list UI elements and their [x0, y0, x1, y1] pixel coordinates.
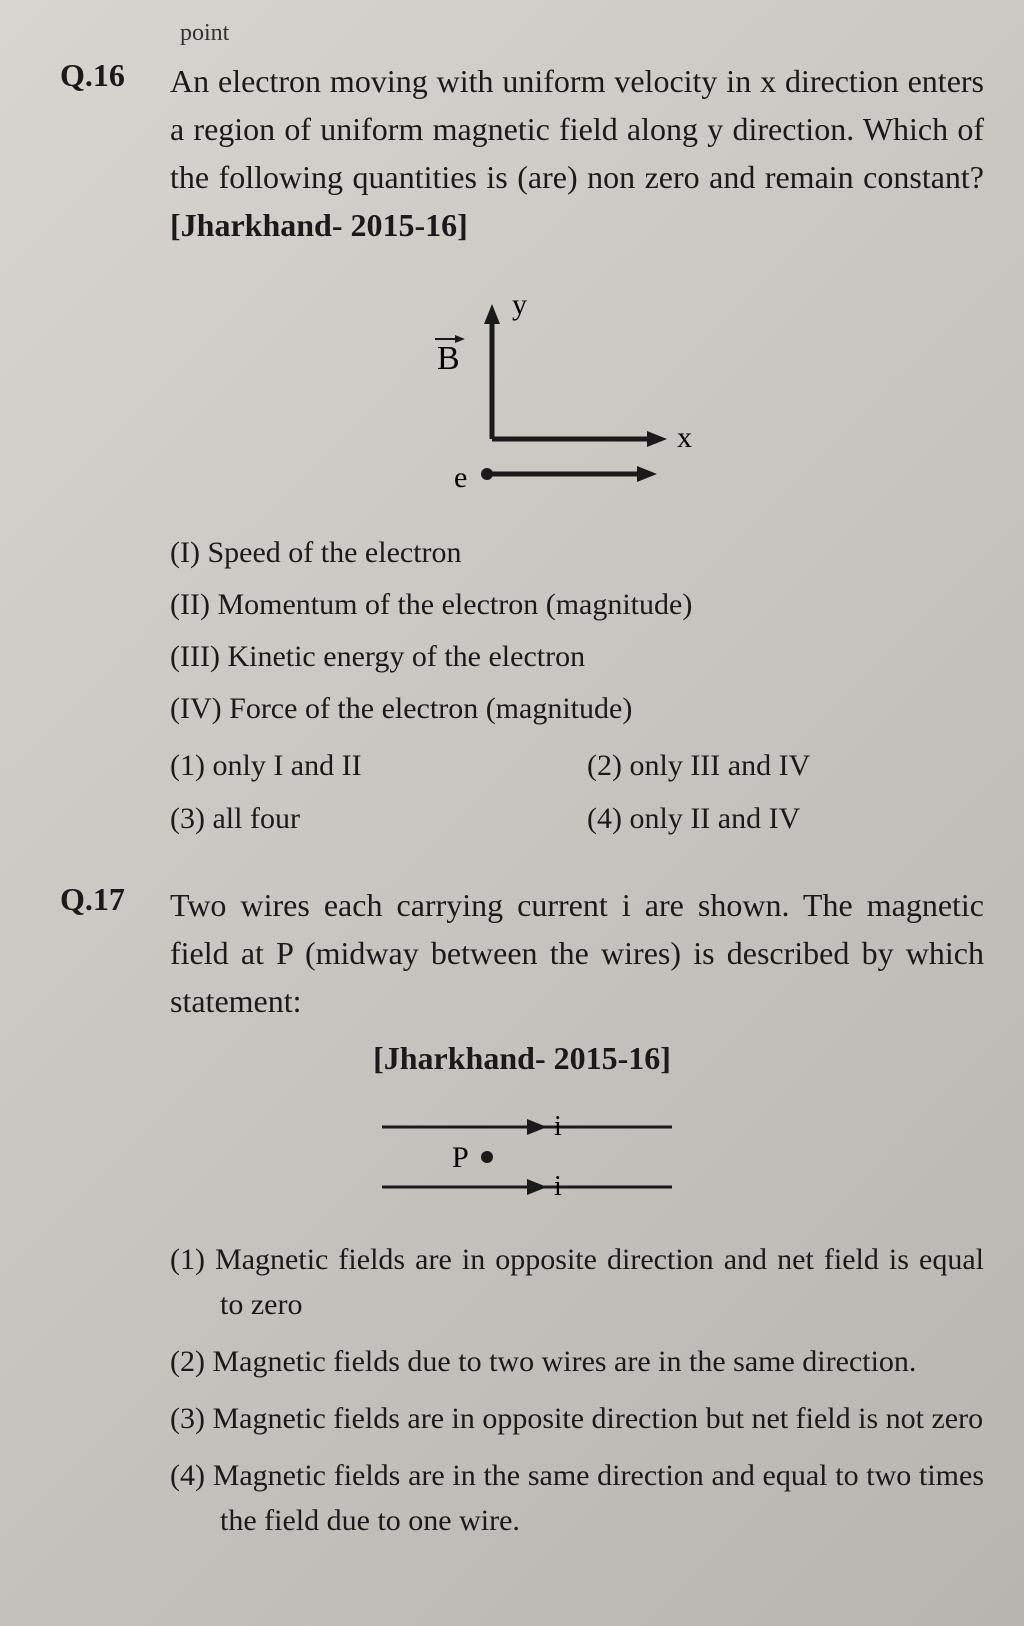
q17-number: Q.17 [60, 881, 140, 918]
q16-option-4: (4) only II and IV [587, 796, 984, 841]
top-i-label: i [554, 1111, 562, 1142]
y-label: y [512, 288, 527, 321]
q17-option-1: (1) Magnetic fields are in opposite dire… [170, 1237, 984, 1327]
q17-options: (1) Magnetic fields are in opposite dire… [170, 1237, 984, 1543]
q16-statements: (I) Speed of the electron (II) Momentum … [170, 529, 984, 733]
q16-number: Q.16 [60, 57, 140, 94]
x-axis-arrowhead [647, 431, 667, 447]
q16-statement-4: (IV) Force of the electron (magnitude) [170, 685, 984, 733]
q16-option-2: (2) only III and IV [587, 743, 984, 788]
q16-diagram-svg: y B x e [342, 269, 702, 509]
q16-source: [Jharkhand- 2015-16] [170, 207, 468, 243]
q16-header: Q.16 An electron moving with uniform vel… [60, 57, 984, 249]
q17-source: [Jharkhand- 2015-16] [60, 1040, 984, 1077]
y-axis-arrowhead [484, 304, 500, 324]
q16-statement-3: (III) Kinetic energy of the electron [170, 633, 984, 681]
b-label: B [437, 340, 460, 377]
q16-option-3: (3) all four [170, 796, 567, 841]
x-label: x [677, 421, 692, 454]
q16-option-1: (1) only I and II [170, 743, 567, 788]
bottom-i-label: i [554, 1171, 562, 1202]
q17-text: Two wires each carrying current i are sh… [170, 881, 984, 1025]
q16-text: An electron moving with uniform velocity… [170, 57, 984, 249]
e-label: e [454, 461, 467, 494]
question-16: Q.16 An electron moving with uniform vel… [60, 57, 984, 841]
b-vector-arrowhead [455, 335, 465, 343]
q16-options: (1) only I and II (2) only III and IV (3… [170, 743, 984, 841]
q17-diagram-svg: i P i [322, 1097, 722, 1217]
q17-option-4: (4) Magnetic fields are in the same dire… [170, 1453, 984, 1543]
top-wire-arrowhead [527, 1119, 547, 1135]
q16-text-content: An electron moving with uniform velocity… [170, 63, 984, 195]
q17-option-3: (3) Magnetic fields are in opposite dire… [170, 1396, 984, 1441]
q16-statement-2: (II) Momentum of the electron (magnitude… [170, 581, 984, 629]
electron-velocity-arrowhead [637, 466, 657, 482]
page-content: point Q.16 An electron moving with unifo… [60, 20, 984, 1543]
q17-option-2: (2) Magnetic fields due to two wires are… [170, 1339, 984, 1384]
top-fragment: point [180, 20, 984, 47]
q17-text-content: Two wires each carrying current i are sh… [170, 887, 984, 1019]
bottom-wire-arrowhead [527, 1179, 547, 1195]
p-label: P [452, 1141, 469, 1174]
q17-header: Q.17 Two wires each carrying current i a… [60, 881, 984, 1025]
p-dot [481, 1151, 493, 1163]
q17-diagram: i P i [60, 1097, 984, 1217]
question-17: Q.17 Two wires each carrying current i a… [60, 881, 984, 1543]
q16-statement-1: (I) Speed of the electron [170, 529, 984, 577]
q16-diagram: y B x e [60, 269, 984, 509]
